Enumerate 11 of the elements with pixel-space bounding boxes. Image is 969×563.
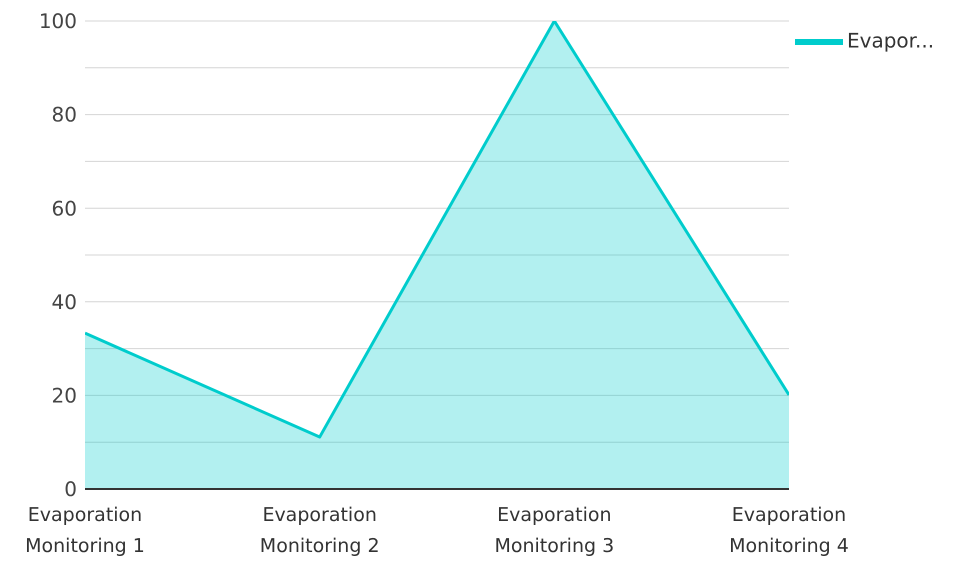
x-tick-label: Evaporation Monitoring 1 xyxy=(25,504,145,557)
legend-label: Evapor... xyxy=(847,28,934,52)
y-tick-label: 60 xyxy=(52,196,77,220)
x-tick-label: Evaporation Monitoring 3 xyxy=(494,504,614,557)
x-tick-label: Evaporation Monitoring 4 xyxy=(729,504,849,557)
y-tick-label: 80 xyxy=(52,102,77,127)
y-tick-label: 40 xyxy=(52,290,77,314)
y-tick-label: 20 xyxy=(52,384,77,408)
y-tick-label: 0 xyxy=(64,477,77,502)
x-tick-label: Evaporation Monitoring 2 xyxy=(260,504,380,557)
y-tick-label: 100 xyxy=(38,9,77,34)
